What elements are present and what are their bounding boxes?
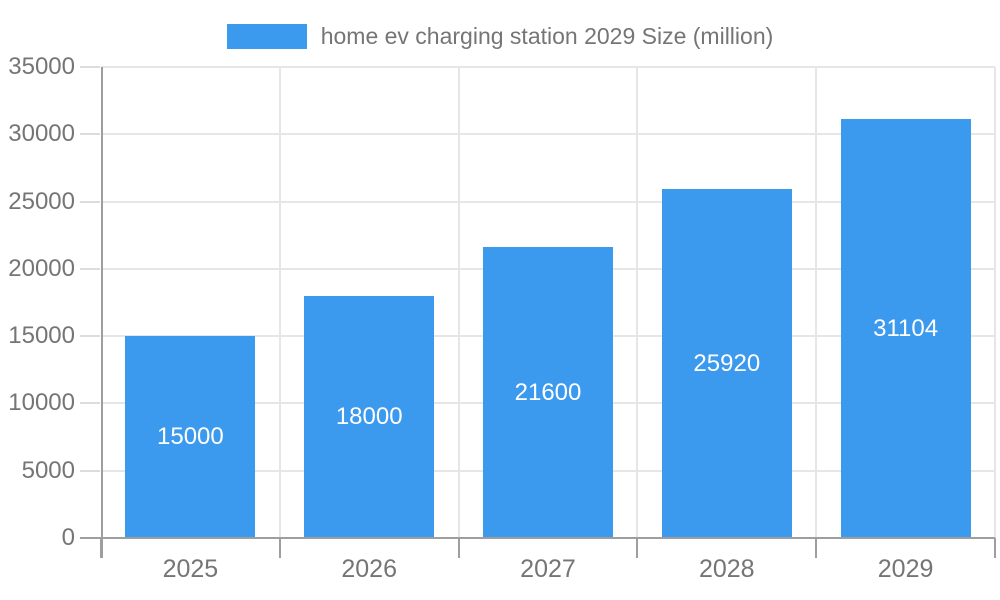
y-tick-35000 (80, 66, 100, 68)
y-tick-25000 (80, 200, 100, 203)
legend-label: home ev charging station 2029 Size (mill… (320, 22, 774, 49)
bar-value-label-2028: 25920 (693, 349, 761, 377)
y-tick-label-0: 0 (61, 524, 75, 551)
x-axis-line (80, 537, 995, 539)
bar-value-label-2025: 15000 (157, 423, 224, 451)
x-tick-label-2025: 2025 (162, 555, 219, 583)
legend-item[interactable]: home ev charging station 2029 Size (mill… (0, 14, 1000, 58)
bar-value-label-2029: 31104 (873, 314, 939, 342)
bar-2026[interactable]: 18000 (304, 295, 435, 538)
gridline-x-2 (457, 67, 460, 538)
x-tick-label-2028: 2028 (698, 555, 755, 583)
gridline-x-5 (994, 67, 996, 538)
gridline-x-4 (815, 67, 818, 538)
bar-2025[interactable]: 15000 (125, 336, 256, 538)
x-tick-4 (815, 538, 818, 558)
y-tick-label-25000: 25000 (8, 187, 75, 215)
x-tick-label-2029: 2029 (877, 555, 934, 583)
y-tick-label-20000: 20000 (8, 254, 75, 282)
plot-area: 0 5000 10000 15000 20000 25000 30000 35000 15000… (8, 53, 996, 583)
x-tick-5 (994, 538, 996, 558)
x-tick-3 (636, 538, 639, 558)
y-tick-label-15000: 15000 (8, 322, 75, 350)
gridline-y-35000 (101, 66, 995, 68)
gridline-x-3 (636, 67, 639, 538)
y-tick-5000 (80, 469, 100, 472)
gridline-y-30000 (101, 133, 995, 136)
y-tick-10000 (80, 402, 100, 405)
bar-value-label-2026: 18000 (335, 402, 403, 430)
x-tick-2 (457, 538, 460, 558)
y-tick-15000 (80, 335, 100, 338)
gridline-y-25000 (101, 200, 995, 203)
x-tick-label-2027: 2027 (520, 555, 576, 583)
bar-2027[interactable]: 21600 (483, 247, 613, 538)
gridline-x-1 (278, 67, 281, 538)
bar-2028[interactable]: 25920 (661, 189, 792, 538)
legend-swatch (226, 23, 307, 49)
y-tick-label-30000: 30000 (8, 120, 75, 148)
bar-2029[interactable]: 31104 (840, 119, 971, 538)
y-tick-label-10000: 10000 (8, 389, 75, 417)
bar-value-label-2027: 21600 (514, 378, 582, 406)
x-tick-1 (278, 538, 281, 558)
y-tick-label-35000: 35000 (8, 53, 75, 80)
x-tick-label-2026: 2026 (341, 555, 397, 583)
y-tick-label-5000: 5000 (21, 456, 75, 484)
y-tick-30000 (80, 133, 100, 136)
y-tick-20000 (80, 267, 100, 270)
y-axis-line (101, 67, 103, 558)
